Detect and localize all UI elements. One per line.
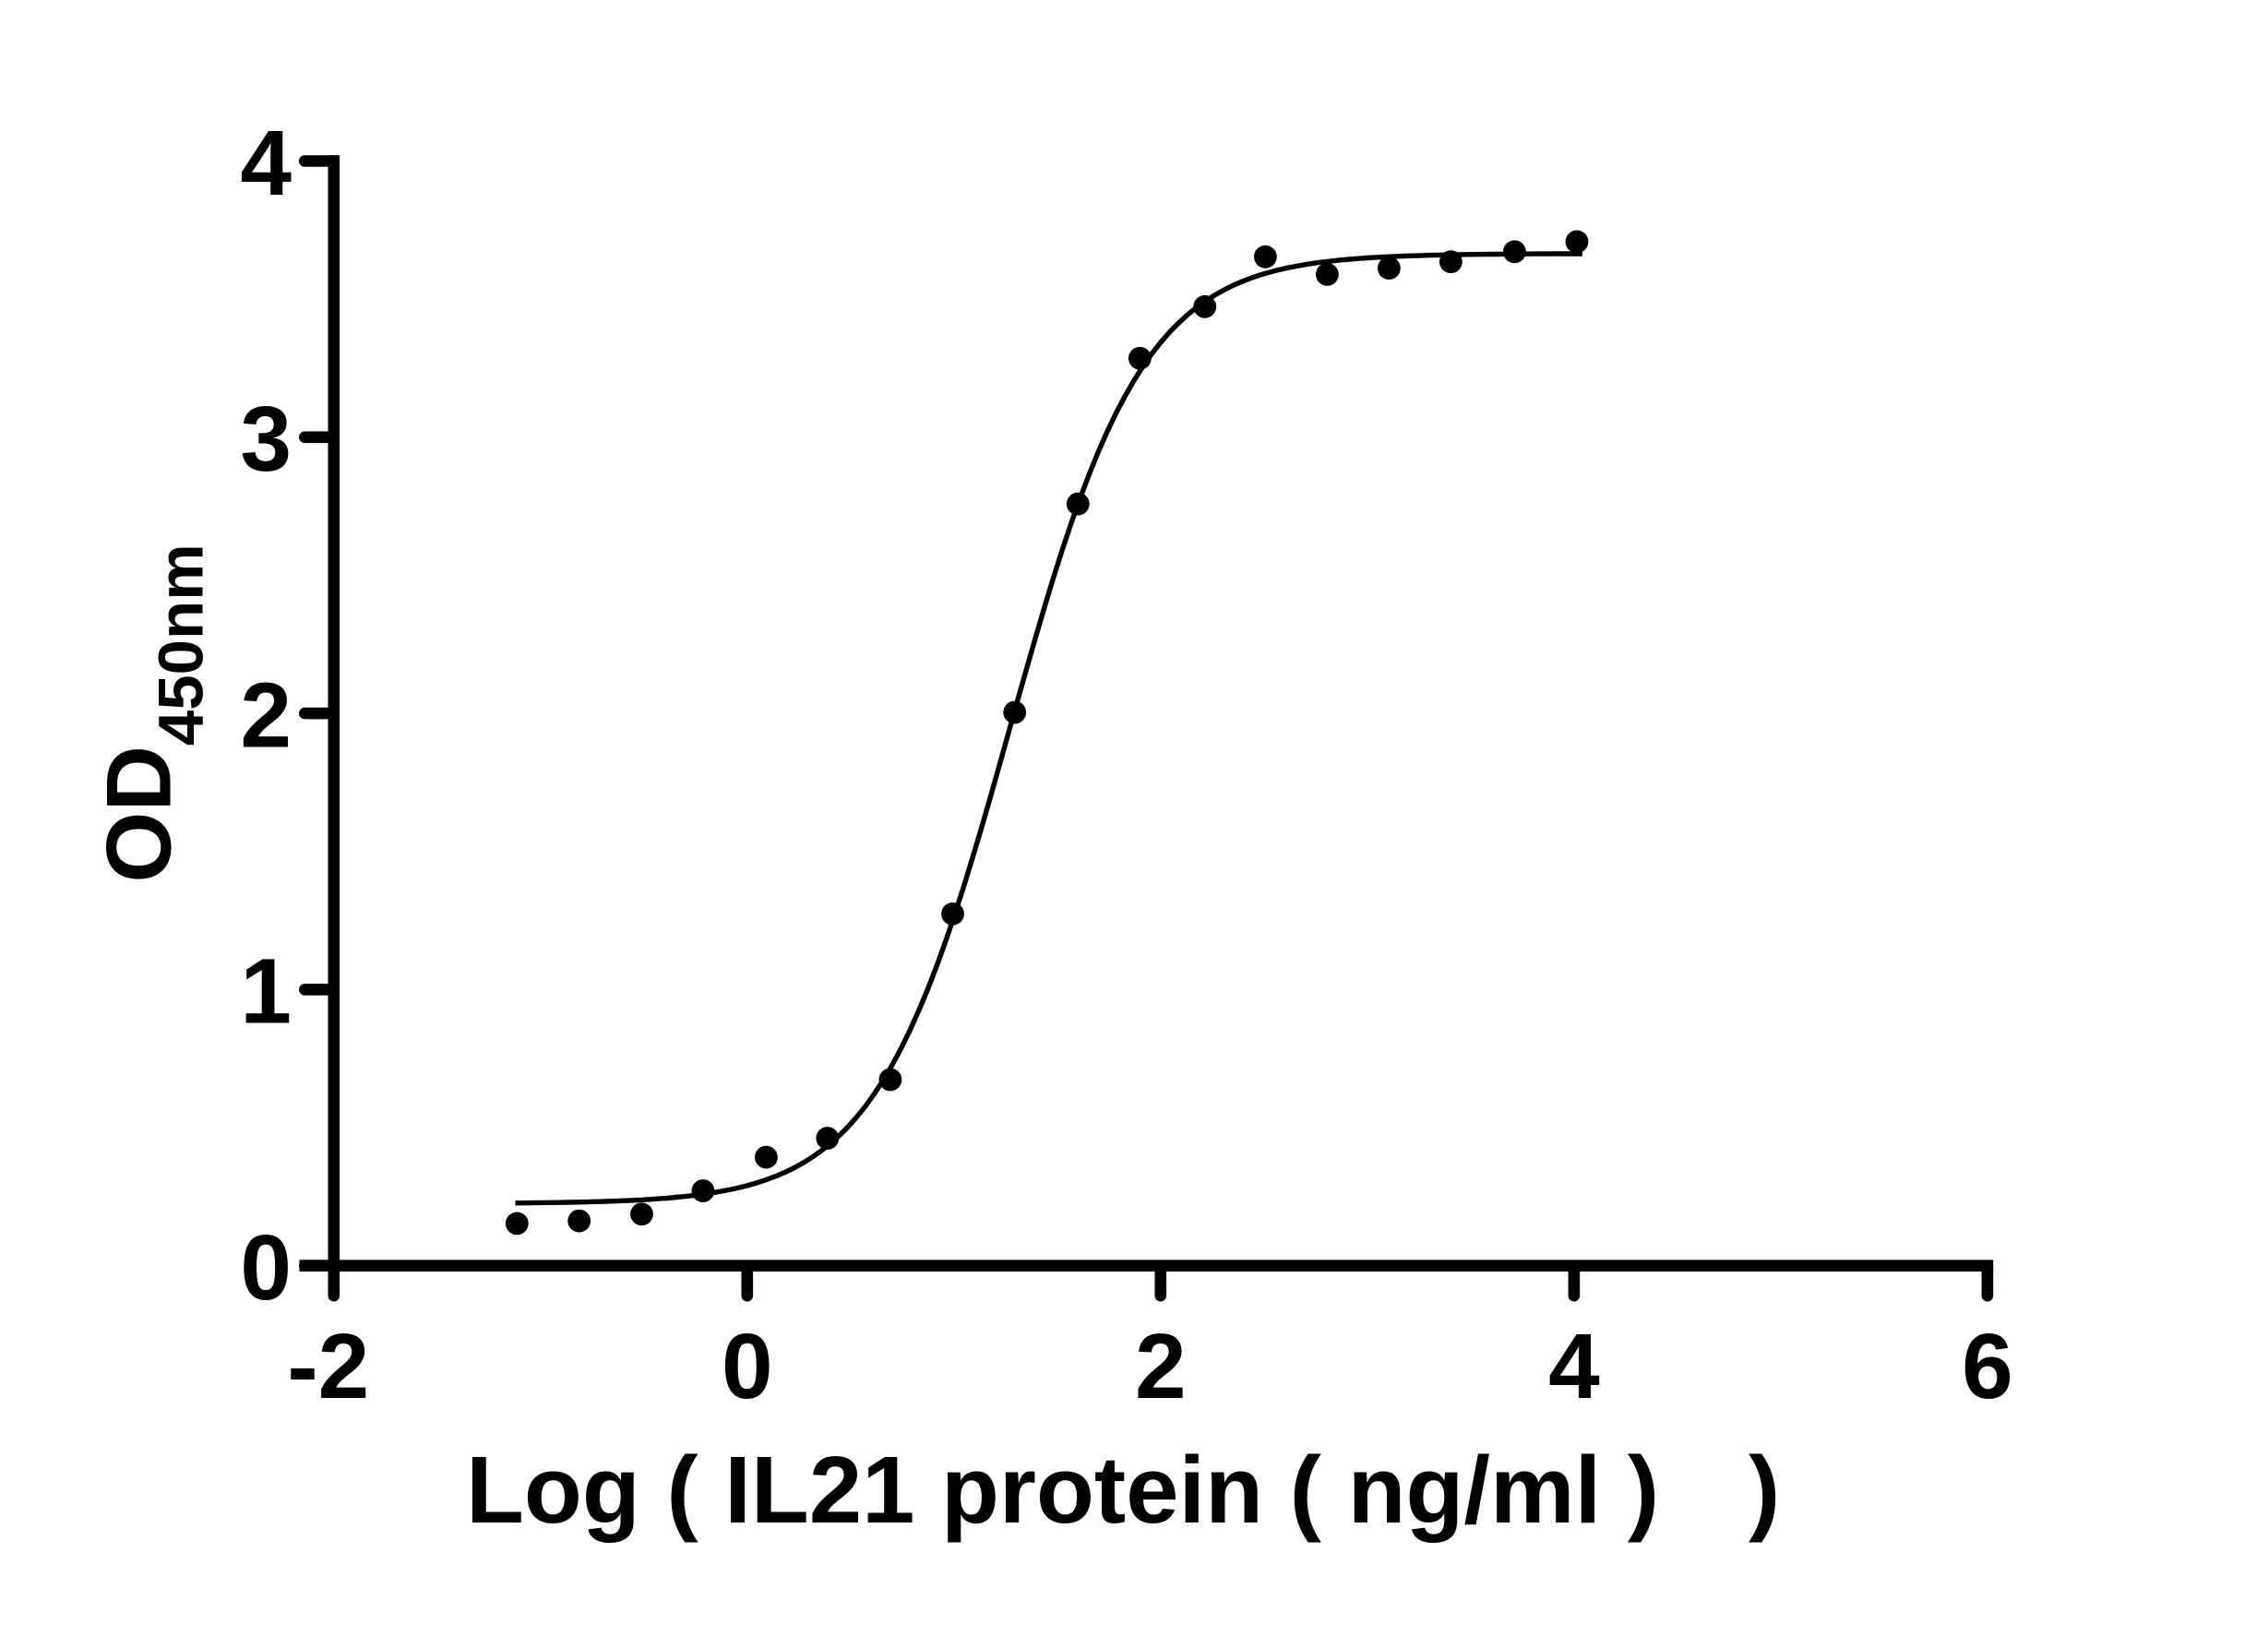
svg-text:0: 0	[722, 1315, 773, 1418]
svg-text:4: 4	[240, 112, 292, 215]
svg-text:2: 2	[240, 663, 292, 767]
svg-text:): )	[1749, 1437, 1780, 1543]
svg-text:1: 1	[240, 940, 292, 1044]
svg-text:Log ( IL21 protein ( ng/ml ): Log ( IL21 protein ( ng/ml )	[466, 1437, 1659, 1543]
svg-text:3: 3	[240, 388, 292, 491]
svg-text:2: 2	[1135, 1315, 1187, 1418]
svg-text:0: 0	[240, 1216, 292, 1320]
svg-text:6: 6	[1962, 1315, 2013, 1418]
svg-text:4: 4	[1548, 1315, 1600, 1418]
svg-text:-2: -2	[287, 1315, 369, 1418]
